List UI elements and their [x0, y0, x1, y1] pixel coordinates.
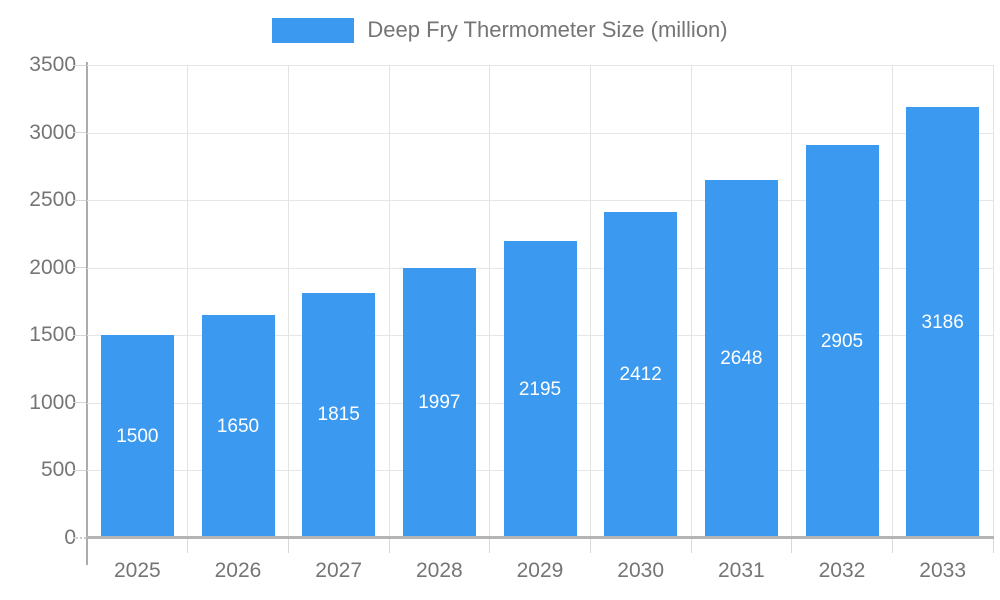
y-axis-tick-mark [73, 334, 86, 336]
y-axis-tick-mark [73, 132, 86, 134]
y-axis-tick-label: 500 [40, 458, 76, 482]
bar-value-label: 2195 [518, 378, 562, 400]
gridline-vertical [791, 65, 793, 538]
gridline-vertical [287, 65, 289, 538]
bar: 2195 [503, 241, 577, 538]
bar-value-label: 2412 [619, 364, 662, 386]
gridline-horizontal [87, 65, 993, 66]
legend-swatch [272, 17, 355, 43]
y-axis-tick-mark [73, 402, 86, 404]
x-axis-tick-label: 2027 [315, 559, 363, 582]
x-axis-tick-mark [992, 538, 994, 553]
x-axis-tick-label: 2031 [717, 559, 765, 582]
legend-label: Deep Fry Thermometer Size (million) [367, 17, 728, 42]
x-axis-tick-label: 2025 [113, 559, 161, 582]
plot-area: 1500 1650 1815 1997 2195 2412 2648 2905 3186 [87, 65, 994, 538]
y-axis-tick-mark [73, 267, 86, 269]
y-axis-tick-label: 2500 [29, 188, 76, 212]
gridline-horizontal [87, 132, 993, 134]
x-axis-tick-mark [891, 538, 893, 553]
gridline-vertical [489, 65, 491, 538]
y-axis-tick-mark [73, 469, 86, 471]
x-axis-line [86, 536, 994, 539]
bar: 2648 [704, 180, 778, 538]
gridline-vertical [187, 65, 189, 538]
x-axis-tick-label: 2030 [617, 559, 665, 582]
x-axis-tick-mark [791, 538, 793, 553]
x-axis-tick-label: 2029 [516, 559, 564, 582]
x-axis-tick-mark [287, 538, 289, 553]
bar: 2905 [805, 145, 879, 538]
y-axis-tick-mark [73, 537, 86, 539]
gridline-vertical [589, 65, 591, 538]
gridline-vertical [388, 65, 390, 538]
x-axis-tick-mark [388, 538, 390, 553]
x-axis-tick-mark [489, 538, 491, 553]
y-axis-tick-label: 3500 [29, 53, 76, 76]
bar: 3186 [906, 107, 980, 538]
x-axis-tick-label: 2033 [919, 559, 967, 582]
x-axis-tick-label: 2026 [214, 559, 262, 582]
x-axis-tick-label: 2028 [415, 559, 463, 582]
bar: 2412 [604, 212, 678, 538]
bar-value-label: 1650 [216, 415, 260, 437]
x-axis-tick-label: 2032 [818, 559, 866, 582]
y-axis-tick-label: 3000 [29, 120, 76, 144]
y-axis-tick-mark [73, 199, 86, 201]
gridline-vertical [992, 65, 994, 538]
legend: Deep Fry Thermometer Size (million) [0, 17, 1000, 43]
bar-value-label: 2905 [820, 330, 864, 352]
y-axis-line [86, 62, 88, 565]
y-axis-tick-label: 0 [64, 526, 76, 549]
bar-value-label: 1997 [418, 392, 461, 414]
bar-value-label: 3186 [921, 311, 964, 333]
y-axis-tick-label: 2000 [29, 255, 76, 279]
bar-value-label: 1500 [116, 425, 159, 447]
bar-value-label: 2648 [720, 348, 763, 370]
gridline-vertical [891, 65, 893, 538]
bar-value-label: 1815 [317, 404, 360, 426]
bar: 1650 [201, 315, 275, 538]
bar: 1815 [302, 292, 376, 538]
x-axis-tick-mark [589, 538, 591, 553]
gridline-vertical [690, 65, 692, 538]
x-axis-tick-mark [690, 538, 692, 553]
gridline-horizontal [87, 200, 993, 202]
bar: 1997 [402, 268, 476, 538]
y-axis-tick-label: 1000 [29, 390, 76, 414]
x-axis-tick-mark [187, 538, 189, 553]
y-axis-tick-label: 1500 [29, 323, 76, 347]
y-axis-tick-mark [73, 64, 86, 66]
bar: 1500 [100, 335, 174, 538]
